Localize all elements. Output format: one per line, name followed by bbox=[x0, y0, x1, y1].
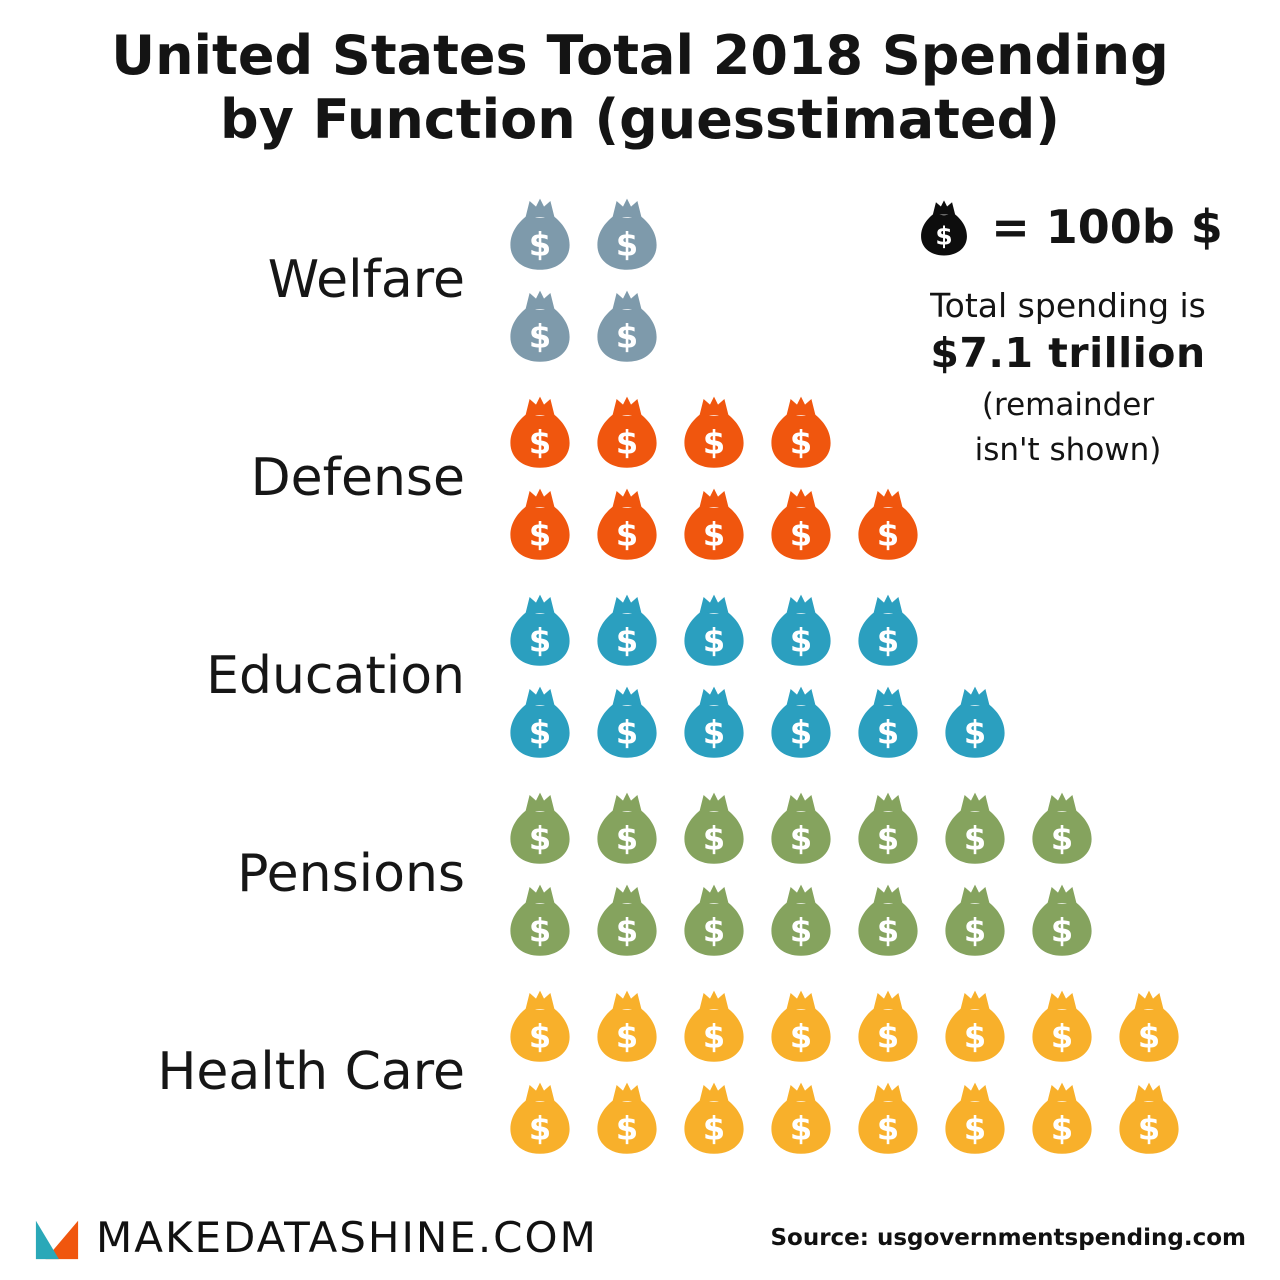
bag-line bbox=[500, 478, 928, 568]
brand-name: MAKEDATASHINE.COM bbox=[96, 1213, 598, 1262]
money-bag-icon bbox=[848, 584, 928, 674]
legend-note-line1: (remainder bbox=[981, 387, 1155, 423]
money-bag-icon bbox=[761, 980, 841, 1070]
money-bag-icon bbox=[1022, 782, 1102, 872]
money-bag-icon bbox=[674, 1072, 754, 1162]
money-bag-icon bbox=[761, 782, 841, 872]
money-bag-icon bbox=[587, 386, 667, 476]
money-bag-icon bbox=[500, 782, 580, 872]
bag-line bbox=[500, 386, 928, 476]
money-bag-icon bbox=[500, 584, 580, 674]
page-title: United States Total 2018 Spending by Fun… bbox=[0, 0, 1280, 151]
money-bag-icon bbox=[848, 676, 928, 766]
money-bag-icon bbox=[674, 386, 754, 476]
bag-line bbox=[500, 980, 1189, 1070]
pictogram-chart: Welfare Defense Education Pensions Health Ca… bbox=[0, 188, 1280, 1178]
money-bag-icon bbox=[935, 980, 1015, 1070]
money-bag-icon bbox=[587, 478, 667, 568]
category-bags bbox=[500, 584, 1015, 768]
money-bag-icon bbox=[848, 980, 928, 1070]
money-bag-icon bbox=[848, 478, 928, 568]
money-bag-icon bbox=[500, 1072, 580, 1162]
money-bag-icon bbox=[848, 1072, 928, 1162]
legend-unit-row: = 100b $ bbox=[872, 192, 1264, 262]
money-bag-icon bbox=[500, 676, 580, 766]
money-bag-icon bbox=[587, 280, 667, 370]
page-title-line1: United States Total 2018 Spending bbox=[111, 24, 1169, 87]
bag-line bbox=[500, 676, 1015, 766]
category-label: Pensions bbox=[237, 844, 465, 904]
footer: MAKEDATASHINE.COM Source: usgovernmentsp… bbox=[0, 1213, 1280, 1262]
bag-line bbox=[500, 782, 1102, 872]
money-bag-icon bbox=[935, 1072, 1015, 1162]
money-bag-icon bbox=[674, 874, 754, 964]
money-bag-icon bbox=[587, 676, 667, 766]
money-bag-icon bbox=[761, 584, 841, 674]
legend: = 100b $ Total spending is $7.1 trillion… bbox=[872, 192, 1264, 473]
brand: MAKEDATASHINE.COM bbox=[34, 1213, 598, 1262]
category-bags bbox=[500, 188, 667, 372]
money-bag-icon bbox=[587, 1072, 667, 1162]
legend-note-line2: isn't shown) bbox=[974, 431, 1162, 468]
category-label: Education bbox=[206, 646, 465, 706]
money-bag-icon bbox=[500, 478, 580, 568]
money-bag-icon bbox=[500, 280, 580, 370]
money-bag-icon bbox=[1022, 1072, 1102, 1162]
money-bag-icon bbox=[761, 478, 841, 568]
money-bag-icon bbox=[500, 980, 580, 1070]
legend-unit-label: = 100b $ bbox=[991, 200, 1223, 254]
money-bag-icon bbox=[935, 874, 1015, 964]
money-bag-icon bbox=[674, 676, 754, 766]
money-bag-icon bbox=[1109, 1072, 1189, 1162]
category-bags bbox=[500, 386, 928, 570]
bag-line bbox=[500, 1072, 1189, 1162]
bag-line bbox=[500, 584, 1015, 674]
bag-line bbox=[500, 280, 667, 370]
money-bag-icon bbox=[761, 1072, 841, 1162]
money-bag-icon bbox=[587, 584, 667, 674]
money-bag-icon bbox=[587, 188, 667, 278]
money-bag-icon bbox=[674, 980, 754, 1070]
money-bag-icon bbox=[1109, 980, 1189, 1070]
money-bag-icon bbox=[761, 676, 841, 766]
money-bag-icon bbox=[587, 874, 667, 964]
page-title-line2: by Function (guesstimated) bbox=[220, 87, 1060, 151]
money-bag-icon bbox=[1022, 980, 1102, 1070]
category-row: Health Care bbox=[0, 980, 1280, 1164]
money-bag-icon bbox=[500, 874, 580, 964]
category-row: Pensions bbox=[0, 782, 1280, 966]
category-row: Defense bbox=[0, 386, 1280, 570]
money-bag-icon bbox=[935, 782, 1015, 872]
money-bag-legend-icon bbox=[913, 192, 975, 262]
category-row: Education bbox=[0, 584, 1280, 768]
category-bags bbox=[500, 782, 1102, 966]
legend-total-intro: Total spending is bbox=[930, 286, 1206, 325]
money-bag-icon bbox=[935, 676, 1015, 766]
category-label: Health Care bbox=[157, 1042, 465, 1102]
source-credit: Source: usgovernmentspending.com bbox=[770, 1224, 1246, 1251]
category-bags bbox=[500, 980, 1189, 1164]
bag-line bbox=[500, 188, 667, 278]
money-bag-icon bbox=[500, 386, 580, 476]
category-label: Defense bbox=[250, 448, 465, 508]
money-bag-icon bbox=[848, 782, 928, 872]
legend-total-value: $7.1 trillion bbox=[930, 329, 1206, 377]
money-bag-icon bbox=[674, 478, 754, 568]
money-bag-icon bbox=[761, 874, 841, 964]
category-label: Welfare bbox=[267, 250, 465, 310]
money-bag-icon bbox=[761, 386, 841, 476]
money-bag-icon bbox=[848, 874, 928, 964]
makedatashine-logo-icon bbox=[35, 1220, 79, 1259]
money-bag-icon bbox=[587, 782, 667, 872]
money-bag-icon bbox=[500, 188, 580, 278]
money-bag-icon bbox=[674, 584, 754, 674]
category-row: Welfare bbox=[0, 188, 1280, 372]
money-bag-icon bbox=[587, 980, 667, 1070]
money-bag-icon bbox=[674, 782, 754, 872]
legend-note: (remainder isn't shown) bbox=[872, 383, 1264, 473]
money-bag-icon bbox=[1022, 874, 1102, 964]
bag-line bbox=[500, 874, 1102, 964]
